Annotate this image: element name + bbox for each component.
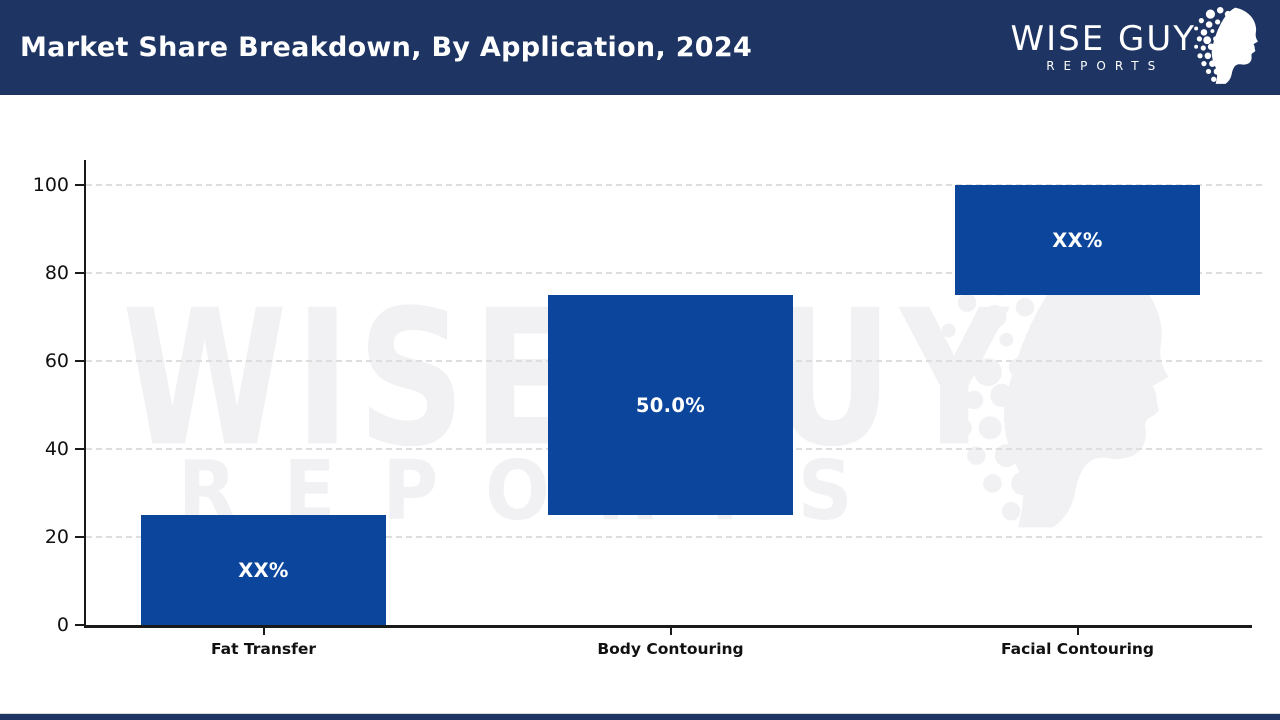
brand-logo-text: WISE GUY REPORTS <box>1010 19 1196 73</box>
y-tick-100 <box>75 184 84 186</box>
gridline-100 <box>86 184 1262 186</box>
bar-value-label: XX% <box>238 558 289 582</box>
x-axis-spine <box>84 625 1252 628</box>
logo-wordmark: WISE GUY <box>1010 19 1196 60</box>
y-tick-60 <box>75 360 84 362</box>
x-tick-fat-transfer <box>262 627 265 635</box>
header-bar <box>0 0 1280 95</box>
brand-logo: WISE GUY REPORTS <box>1010 2 1270 93</box>
y-tick-40 <box>75 448 84 450</box>
gridline-20 <box>86 536 1262 538</box>
logo-subtext: REPORTS <box>1046 58 1165 73</box>
y-tick-label-60: 60 <box>44 350 69 372</box>
bar-value-label: XX% <box>1052 228 1103 252</box>
y-tick-20 <box>75 536 84 538</box>
bar-fat-transfer: XX% <box>141 515 386 625</box>
y-tick-label-80: 80 <box>44 262 69 284</box>
y-tick-80 <box>75 272 84 274</box>
category-label-facial-contouring: Facial Contouring <box>1000 640 1155 658</box>
y-axis-spine <box>84 160 86 627</box>
x-tick-facial-contouring <box>1076 627 1079 635</box>
category-label-body-contouring: Body Contouring <box>597 640 744 658</box>
gridline-80 <box>86 272 1262 274</box>
page-title: Market Share Breakdown, By Application, … <box>20 32 753 63</box>
y-tick-label-100: 100 <box>32 174 69 196</box>
footer-divider <box>0 713 1280 714</box>
bar-body-contouring: 50.0% <box>548 295 793 515</box>
bar-facial-contouring: XX% <box>955 185 1200 295</box>
category-label-fat-transfer: Fat Transfer <box>210 640 317 658</box>
y-tick-label-0: 0 <box>56 614 69 636</box>
x-tick-body-contouring <box>669 627 672 635</box>
y-tick-label-40: 40 <box>44 438 69 460</box>
logo-face-icon <box>1194 6 1259 84</box>
bar-value-label: 50.0% <box>635 393 706 417</box>
footer-bar <box>0 714 1280 720</box>
y-tick-0 <box>75 624 84 626</box>
y-tick-label-20: 20 <box>44 526 69 548</box>
